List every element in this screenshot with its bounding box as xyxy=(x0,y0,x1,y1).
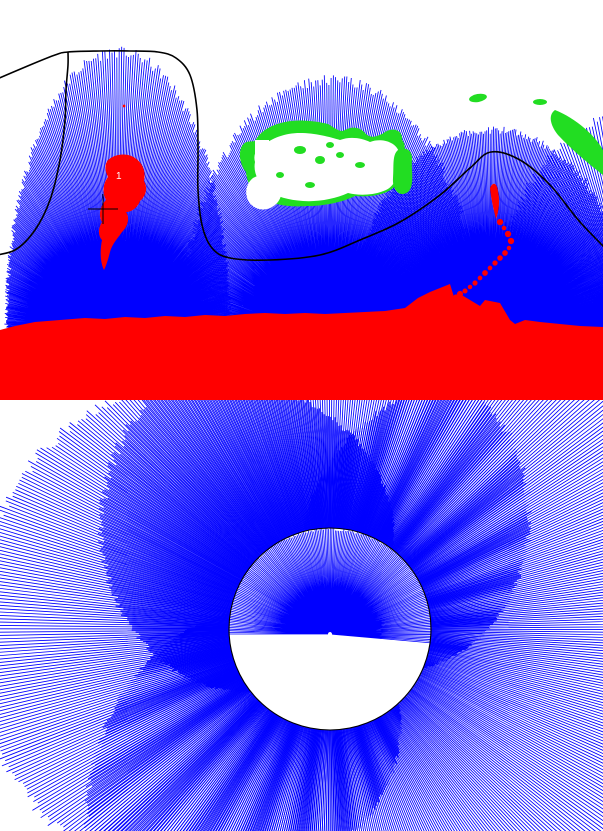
svg-text:1: 1 xyxy=(116,171,122,182)
